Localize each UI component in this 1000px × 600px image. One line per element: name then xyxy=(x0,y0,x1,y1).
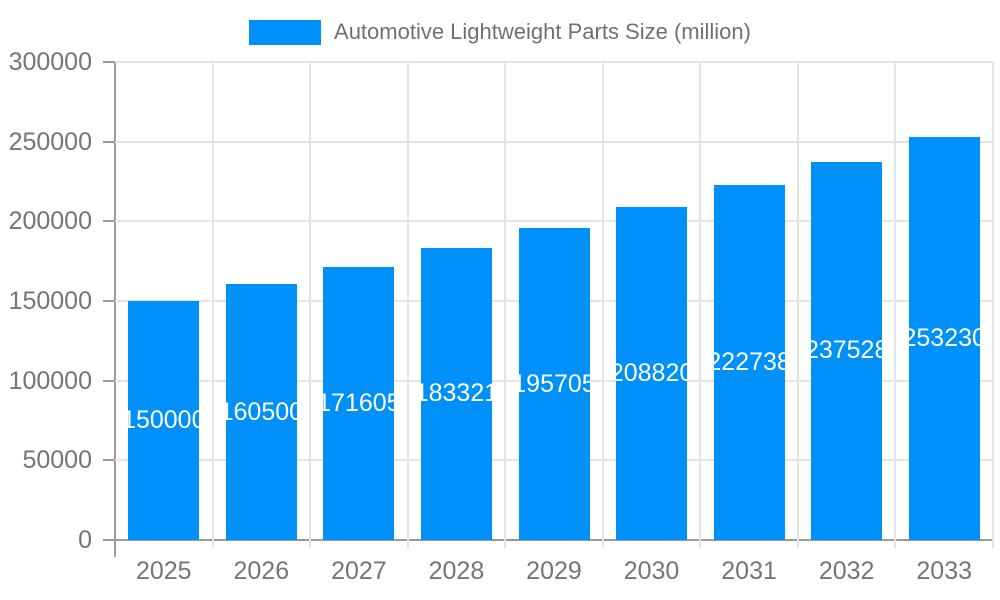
bar-value-label: 183321 xyxy=(420,379,492,408)
legend-label: Automotive Lightweight Parts Size (milli… xyxy=(334,19,751,44)
y-axis-label: 50000 xyxy=(22,446,92,475)
bar-2033[interactable]: 253230 xyxy=(908,136,980,540)
gridline-vertical xyxy=(601,62,604,548)
x-axis-label-2031: 2031 xyxy=(721,557,777,585)
y-axis-tick xyxy=(103,379,115,382)
x-axis-label-2032: 2032 xyxy=(818,557,875,585)
gridline-horizontal xyxy=(115,220,993,223)
y-axis-label: 200000 xyxy=(8,207,92,236)
gridline-vertical xyxy=(992,62,994,548)
bar-value-label: 208820 xyxy=(616,359,688,388)
gridline-vertical xyxy=(211,62,214,548)
bar-2025[interactable]: 150000 xyxy=(128,301,200,540)
bar-2027[interactable]: 171605 xyxy=(323,266,395,540)
y-axis-label: 150000 xyxy=(8,287,92,315)
gridline-vertical xyxy=(309,62,312,548)
bar-value-label: 171605 xyxy=(323,388,395,417)
y-axis-tick xyxy=(103,539,115,541)
x-axis-label-2027: 2027 xyxy=(331,557,387,585)
bar-2031[interactable]: 222738 xyxy=(713,185,785,540)
bar-value-label: 160500 xyxy=(225,397,297,426)
y-axis-tick xyxy=(103,300,115,302)
bar-2029[interactable]: 195705 xyxy=(518,228,590,540)
x-axis-label-2028: 2028 xyxy=(428,557,485,585)
gridline-vertical xyxy=(406,62,409,548)
y-axis-tick xyxy=(103,140,115,143)
gridline-vertical xyxy=(504,62,507,548)
bar-value-label: 253230 xyxy=(908,323,980,352)
y-axis-tick xyxy=(103,459,115,462)
gridline-vertical xyxy=(894,62,897,548)
x-axis-label-2026: 2026 xyxy=(233,557,290,585)
bar-2032[interactable]: 237528 xyxy=(811,161,883,540)
legend-swatch xyxy=(249,19,322,45)
x-axis-label-2033: 2033 xyxy=(916,557,973,585)
bar-value-label: 237528 xyxy=(811,336,883,365)
gridline-vertical xyxy=(699,62,702,548)
y-axis-label: 250000 xyxy=(8,127,92,156)
y-axis-tick xyxy=(103,61,115,63)
y-axis-line xyxy=(114,62,116,557)
bar-value-label: 222738 xyxy=(713,348,785,377)
plot-area: 150000 160500 171605 183321 195705 208820 2227… xyxy=(103,61,994,557)
gridline-vertical xyxy=(796,62,799,548)
bar-2028[interactable]: 183321 xyxy=(420,247,492,540)
bar-value-label: 150000 xyxy=(128,406,200,434)
x-axis-label-2030: 2030 xyxy=(623,557,680,585)
y-axis-label: 300000 xyxy=(8,48,92,76)
gridline-horizontal xyxy=(115,140,993,143)
y-axis-label: 0 xyxy=(78,526,92,554)
x-axis-label-2029: 2029 xyxy=(526,557,582,585)
chart-legend: Automotive Lightweight Parts Size (milli… xyxy=(0,19,1000,45)
bar-2026[interactable]: 160500 xyxy=(225,284,297,540)
y-axis-tick xyxy=(103,220,115,223)
bar-value-label: 195705 xyxy=(518,369,590,398)
bar-2030[interactable]: 208820 xyxy=(616,207,688,540)
x-axis-label-2025: 2025 xyxy=(135,557,192,585)
x-axis-baseline xyxy=(115,539,993,541)
y-axis-label: 100000 xyxy=(8,366,92,395)
gridline-horizontal xyxy=(115,61,993,63)
